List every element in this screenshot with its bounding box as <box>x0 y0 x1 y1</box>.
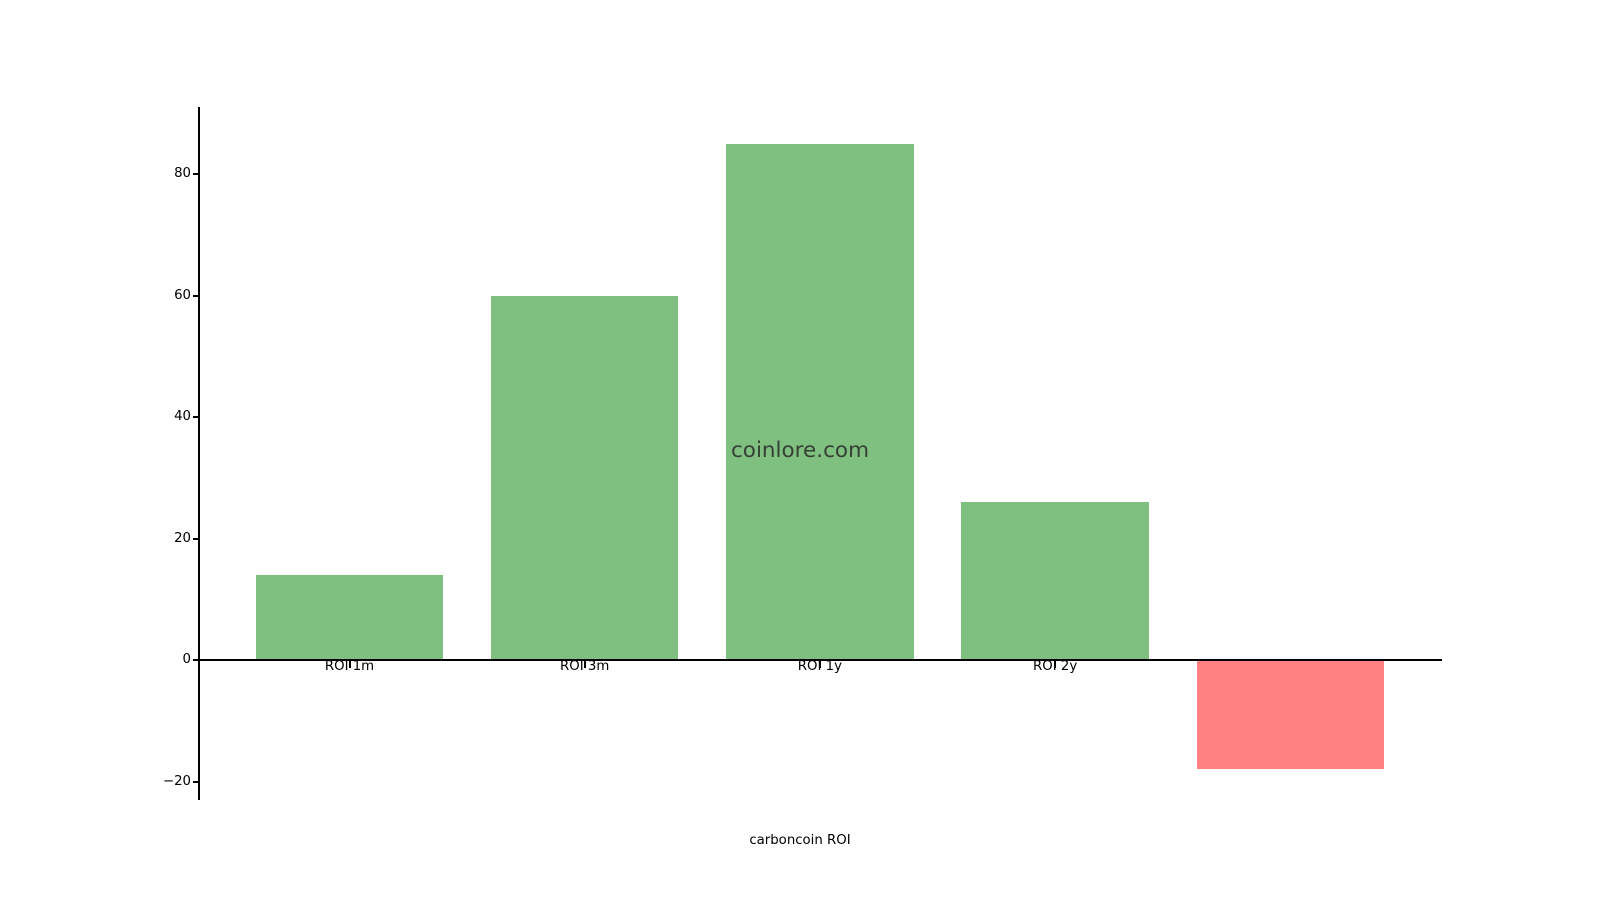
y-tick <box>193 780 200 783</box>
x-tick-label: ROI 1y <box>797 659 842 674</box>
x-axis-line <box>200 659 1442 661</box>
x-tick-label: ROI 1m <box>324 659 375 674</box>
x-tick <box>818 660 821 668</box>
bar-2 <box>726 143 914 660</box>
watermark-text: coinlore.com <box>730 438 870 463</box>
y-tick <box>193 537 200 540</box>
y-axis-spine <box>198 107 200 800</box>
x-tick <box>583 660 586 668</box>
y-tick-label: 0 <box>182 652 191 667</box>
x-tick-label: ROI 3m <box>560 659 610 674</box>
y-tick-label: 40 <box>174 409 191 424</box>
y-tick <box>193 659 200 661</box>
x-tick <box>1054 660 1057 668</box>
x-tick-label: ROI 2y <box>1033 659 1078 674</box>
y-tick-label: 60 <box>174 287 191 303</box>
bar-0 <box>255 574 444 660</box>
y-tick-label: 80 <box>174 166 191 181</box>
chart-title: carboncoin ROI <box>749 833 851 848</box>
bar-4 <box>1196 660 1385 770</box>
bar-1 <box>490 295 679 660</box>
bar-3 <box>961 502 1149 660</box>
y-tick <box>193 294 200 297</box>
y-tick <box>193 416 200 418</box>
y-tick-label: 20 <box>174 530 191 546</box>
y-tick <box>193 173 200 175</box>
x-tick <box>348 660 351 668</box>
y-tick-label: −20 <box>162 773 191 789</box>
